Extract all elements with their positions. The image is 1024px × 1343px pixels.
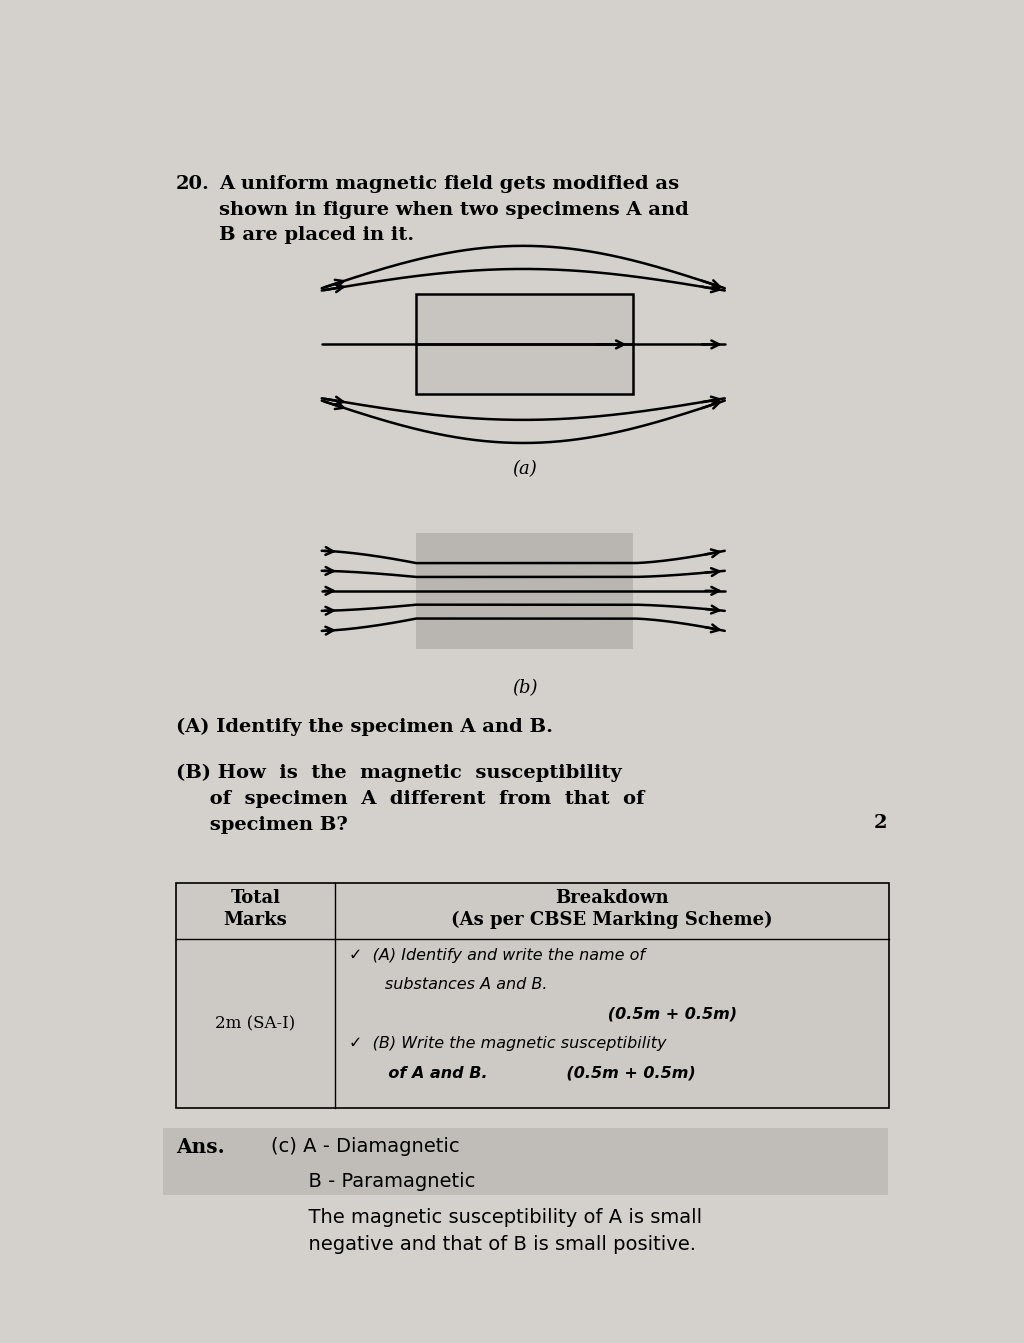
Bar [417, 533, 633, 649]
Text: B - Paramagnetic: B - Paramagnetic [271, 1172, 476, 1191]
Text: Breakdown
(As per CBSE Marking Scheme): Breakdown (As per CBSE Marking Scheme) [452, 889, 773, 929]
Text: (b): (b) [512, 680, 538, 697]
Text: ✓  (A) Identify and write the name of: ✓ (A) Identify and write the name of [349, 948, 645, 963]
Bar [176, 884, 889, 1108]
Text: (a): (a) [512, 459, 538, 478]
Bar [163, 1128, 888, 1285]
Text: ✓  (B) Write the magnetic susceptibility: ✓ (B) Write the magnetic susceptibility [349, 1035, 667, 1050]
Text: (A) Identify the specimen A and B.: (A) Identify the specimen A and B. [176, 719, 553, 736]
Text: Ans.: Ans. [176, 1136, 224, 1156]
Text: The magnetic susceptibility of A is small
      negative and that of B is small : The magnetic susceptibility of A is smal… [271, 1209, 702, 1254]
Text: Total
Marks: Total Marks [223, 889, 288, 929]
Text: A uniform magnetic field gets modified as
shown in figure when two specimens A a: A uniform magnetic field gets modified a… [219, 175, 689, 244]
Text: 2: 2 [874, 814, 888, 833]
Text: 2m (SA-I): 2m (SA-I) [215, 1015, 296, 1031]
Text: substances A and B.: substances A and B. [349, 978, 548, 992]
Bar [417, 294, 633, 395]
Text: (0.5m + 0.5m): (0.5m + 0.5m) [349, 1007, 737, 1022]
Text: 20.: 20. [176, 175, 210, 193]
Text: (B) How  is  the  magnetic  susceptibility
     of  specimen  A  different  from: (B) How is the magnetic susceptibility o… [176, 764, 644, 834]
Text: of A and B.              (0.5m + 0.5m): of A and B. (0.5m + 0.5m) [349, 1065, 695, 1080]
Text: (c) A - Diamagnetic: (c) A - Diamagnetic [271, 1136, 460, 1156]
